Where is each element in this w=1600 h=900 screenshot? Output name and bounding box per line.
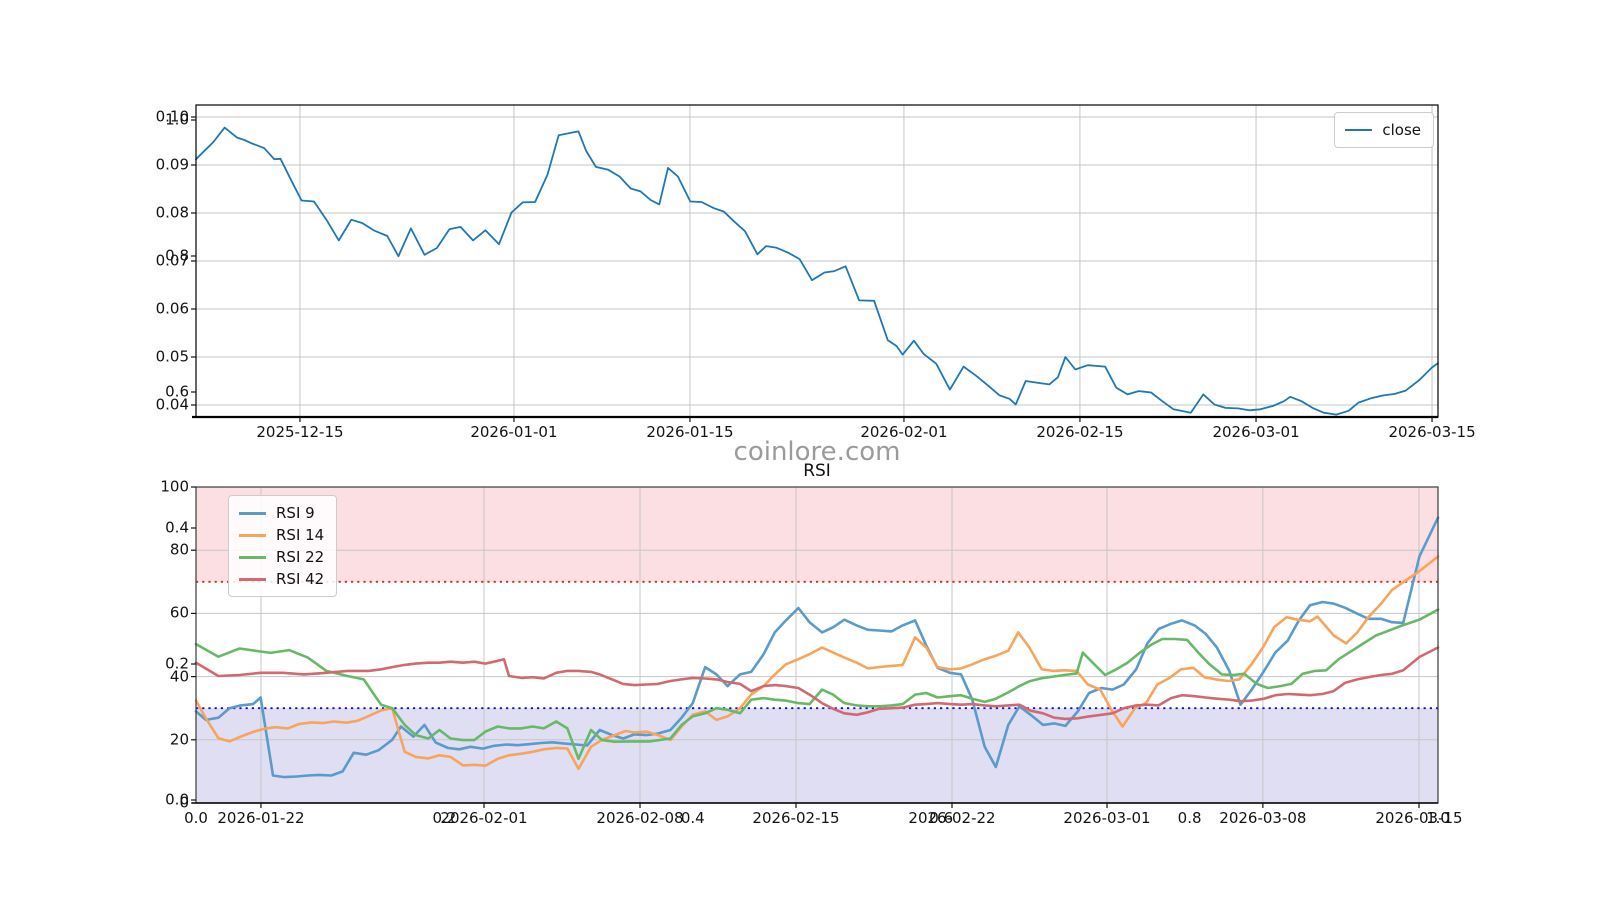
- overlay-y-tick-label: 0.2: [165, 654, 189, 673]
- x-tick-label: 2026-03-01: [1212, 423, 1300, 441]
- y-tick-label: 0.05: [155, 347, 189, 366]
- y-tick-label: 0.04: [155, 395, 189, 414]
- overlay-x-tick-label: 0.6: [929, 809, 954, 827]
- y-tick-label: 100: [160, 477, 189, 496]
- x-tick-label: 2026-01-22: [217, 809, 305, 827]
- rsi-legend: RSI 9 RSI 14 RSI 22 RSI 42: [228, 495, 338, 597]
- x-tick-label: 2026-02-01: [440, 809, 528, 827]
- y-tick-label: 20: [169, 730, 189, 749]
- rsi-band: [196, 487, 1438, 582]
- y-tick-label: 0.09: [155, 155, 189, 174]
- y-tick-label: 40: [169, 667, 189, 686]
- close-line-sample: [1345, 129, 1373, 131]
- rsi-legend-item: RSI 42: [239, 568, 324, 590]
- rsi14-line-sample: [239, 533, 266, 537]
- overlay-x-tick-label: 0.2: [432, 809, 457, 827]
- rsi42-line-sample: [239, 577, 266, 581]
- overlay-y-tick-label: 0.4: [165, 518, 189, 537]
- y-tick-label: 0.08: [155, 203, 189, 222]
- price-legend-item: close: [1345, 119, 1421, 141]
- price-legend-label: close: [1382, 121, 1421, 139]
- x-tick-label: 2026-02-22: [908, 809, 996, 827]
- x-tick-label: 2025-12-15: [256, 423, 344, 441]
- y-tick-label: 60: [169, 603, 189, 622]
- x-tick-label: 2026-02-15: [752, 809, 840, 827]
- rsi22-line: [194, 608, 1440, 761]
- watermark: coinlore.com: [733, 437, 901, 467]
- x-tick-label: 2026-01-15: [646, 423, 734, 441]
- y-tick-label: 0.10: [155, 107, 189, 126]
- x-tick-label: 2026-03-15: [1375, 809, 1463, 827]
- close-line: [195, 126, 1439, 416]
- overlay-x-tick-label: 1.0: [1426, 809, 1450, 827]
- rsi-legend-item: RSI 22: [239, 546, 324, 568]
- rsi14-legend-label: RSI 14: [276, 526, 325, 544]
- y-tick-label: 0.06: [155, 299, 189, 318]
- x-tick-label: 2026-02-01: [860, 423, 948, 441]
- x-tick-label: 2026-03-08: [1219, 809, 1307, 827]
- rsi22-line-sample: [239, 555, 266, 559]
- overlay-x-tick-label: 0.4: [680, 809, 705, 827]
- overlay-x-tick-label: 0.8: [1177, 809, 1202, 827]
- rsi42-line: [194, 646, 1440, 721]
- x-tick-label: 2026-02-08: [596, 809, 684, 827]
- rsi-legend-item: RSI 14: [239, 524, 324, 546]
- price-legend: close: [1334, 112, 1434, 148]
- overlay-y-tick-label: 1.0: [165, 110, 189, 129]
- x-tick-label: 2026-01-01: [470, 423, 558, 441]
- rsi9-legend-label: RSI 9: [276, 504, 315, 522]
- rsi14-line: [194, 555, 1440, 771]
- rsi-band: [196, 708, 1438, 803]
- rsi9-line-sample: [239, 511, 266, 515]
- y-tick-label: 0: [179, 793, 189, 812]
- overlay-y-tick-label: 0.8: [165, 246, 189, 265]
- rsi42-legend-label: RSI 42: [276, 570, 325, 588]
- overlay-y-tick-label: 0.6: [165, 382, 189, 401]
- overlay-x-tick-label: 0.0: [184, 809, 208, 827]
- rsi-legend-item: RSI 9: [239, 502, 324, 524]
- y-tick-label: 0.07: [155, 251, 189, 270]
- x-tick-label: 2026-03-01: [1063, 809, 1151, 827]
- rsi22-legend-label: RSI 22: [276, 548, 325, 566]
- x-tick-label: 2026-02-15: [1036, 423, 1124, 441]
- x-tick-label: 2026-03-15: [1388, 423, 1476, 441]
- y-tick-label: 80: [169, 540, 189, 559]
- rsi-panel-title: RSI: [803, 461, 831, 481]
- overlay-y-tick-label: 0.0: [165, 790, 189, 809]
